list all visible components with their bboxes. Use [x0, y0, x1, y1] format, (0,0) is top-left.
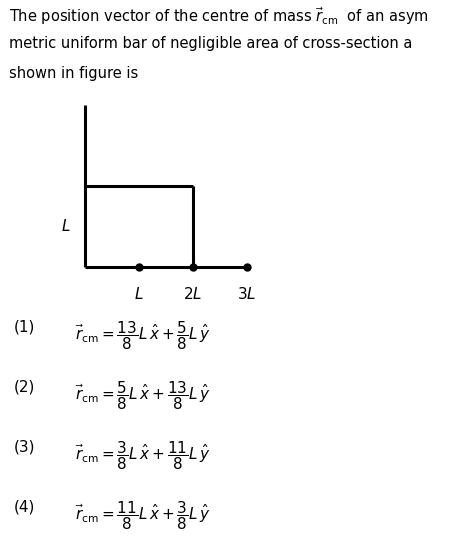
Text: $L$: $L$ — [134, 285, 144, 301]
Text: (3): (3) — [14, 439, 36, 454]
Text: shown in figure is: shown in figure is — [9, 66, 139, 81]
Text: $3L$: $3L$ — [237, 285, 256, 301]
Text: (1): (1) — [14, 320, 35, 335]
Text: (2): (2) — [14, 379, 35, 394]
Text: $\vec{r}_{\rm cm} = \dfrac{3}{8}L\,\hat{x} + \dfrac{11}{8}L\,\hat{y}$: $\vec{r}_{\rm cm} = \dfrac{3}{8}L\,\hat{… — [75, 439, 211, 472]
Text: The position vector of the centre of mass $\vec{r}_{\rm cm}$  of an asym: The position vector of the centre of mas… — [9, 6, 429, 27]
Text: metric uniform bar of negligible area of cross-section a: metric uniform bar of negligible area of… — [9, 35, 413, 50]
Text: $2L$: $2L$ — [183, 285, 203, 301]
Text: $\vec{r}_{\rm cm} = \dfrac{11}{8}L\,\hat{x} + \dfrac{3}{8}L\,\hat{y}$: $\vec{r}_{\rm cm} = \dfrac{11}{8}L\,\hat… — [75, 499, 211, 532]
Text: (4): (4) — [14, 499, 35, 514]
Text: $\vec{r}_{\rm cm} = \dfrac{13}{8}L\,\hat{x} + \dfrac{5}{8}L\,\hat{y}$: $\vec{r}_{\rm cm} = \dfrac{13}{8}L\,\hat… — [75, 320, 211, 352]
Text: $\vec{r}_{\rm cm} = \dfrac{5}{8}L\,\hat{x} + \dfrac{13}{8}L\,\hat{y}$: $\vec{r}_{\rm cm} = \dfrac{5}{8}L\,\hat{… — [75, 379, 211, 412]
Text: $L$: $L$ — [61, 218, 71, 234]
